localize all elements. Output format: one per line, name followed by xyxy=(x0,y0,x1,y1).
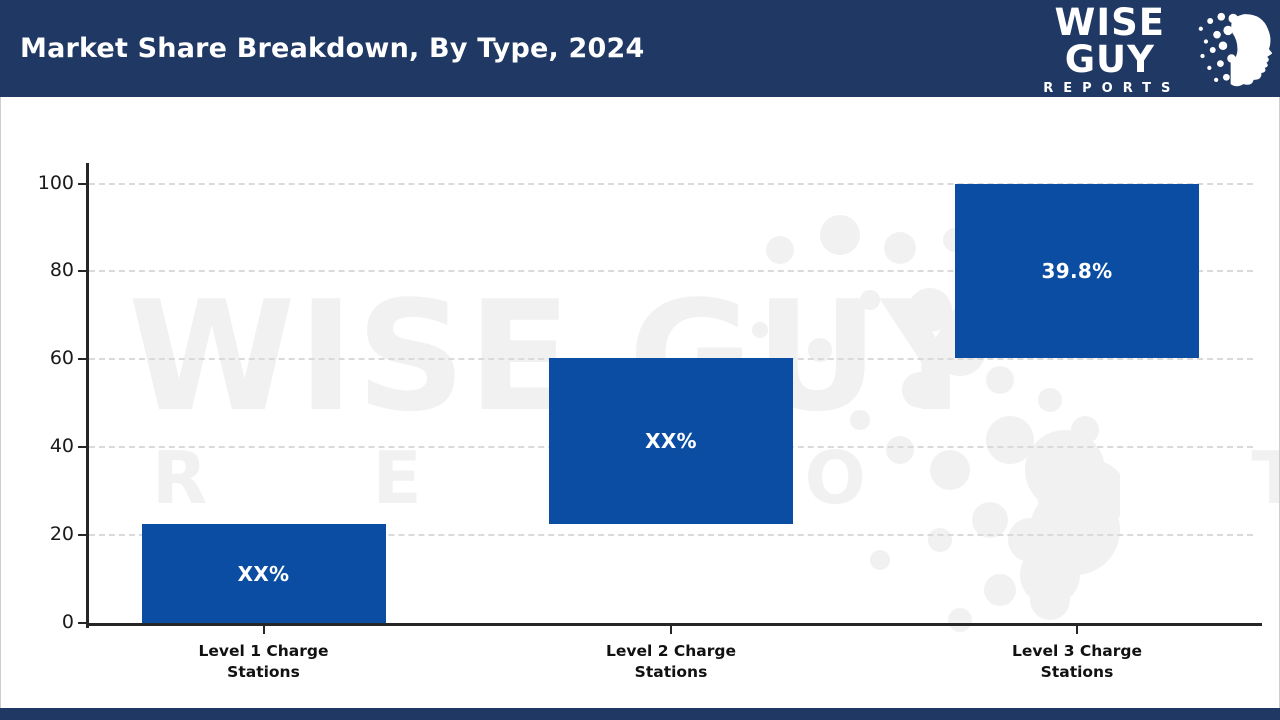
y-axis-tick-100 xyxy=(78,182,89,185)
x-axis-category-label-2: Level 2 Charge Stations xyxy=(605,642,737,681)
y-axis-tick-40 xyxy=(78,446,89,449)
wise-guy-reports-logo: WISE GUY REPORTS xyxy=(1012,4,1272,96)
bar-value-label: XX% xyxy=(237,561,290,586)
logo-text: WISE GUY REPORTS xyxy=(1012,4,1208,96)
y-axis-tick-0 xyxy=(78,622,89,624)
header-bar: Market Share Breakdown, By Type, 2024 WI… xyxy=(0,0,1280,97)
bar-segment-3: 39.8% xyxy=(955,183,1199,359)
bar-segment-2: XX% xyxy=(549,358,793,525)
x-axis-category-label-3: Level 3 Charge Stations xyxy=(1011,642,1143,681)
y-axis-tick-label-20: 20 xyxy=(49,523,74,546)
gridline-y-80 xyxy=(89,270,1253,273)
bar-value-label: XX% xyxy=(645,429,697,454)
y-axis-tick-label-80: 80 xyxy=(49,259,74,282)
logo-subtitle: REPORTS xyxy=(1043,81,1181,96)
x-axis-line xyxy=(86,623,1262,626)
gridline-y-100 xyxy=(89,182,1253,185)
bar-segment-1: XX% xyxy=(141,524,386,623)
y-axis-line xyxy=(86,163,89,628)
y-axis-tick-80 xyxy=(78,270,89,273)
bar-value-label: 39.8% xyxy=(1041,259,1113,284)
x-axis-tick-2 xyxy=(670,626,672,634)
y-axis-tick-60 xyxy=(78,358,89,361)
y-axis-tick-20 xyxy=(78,534,89,537)
y-axis-tick-label-60: 60 xyxy=(49,347,74,370)
page-title: Market Share Breakdown, By Type, 2024 xyxy=(20,33,645,64)
dotted-face-profile-icon xyxy=(1198,12,1272,87)
footer-bar xyxy=(0,708,1280,720)
y-axis-tick-label-0: 0 xyxy=(61,611,74,633)
x-axis-category-label-1: Level 1 Charge Stations xyxy=(198,642,329,681)
y-axis-tick-label-100: 100 xyxy=(37,171,74,194)
chart-plot-area: 0 20 40 60 80 100 XX% Level 1 Charge Stations XX… xyxy=(38,163,1262,681)
x-axis-tick-3 xyxy=(1076,626,1078,634)
gridline-y-20 xyxy=(89,534,1253,537)
x-axis-tick-1 xyxy=(262,626,265,634)
y-axis-tick-label-40: 40 xyxy=(49,435,74,458)
logo-wordmark: WISE GUY xyxy=(1054,1,1166,81)
